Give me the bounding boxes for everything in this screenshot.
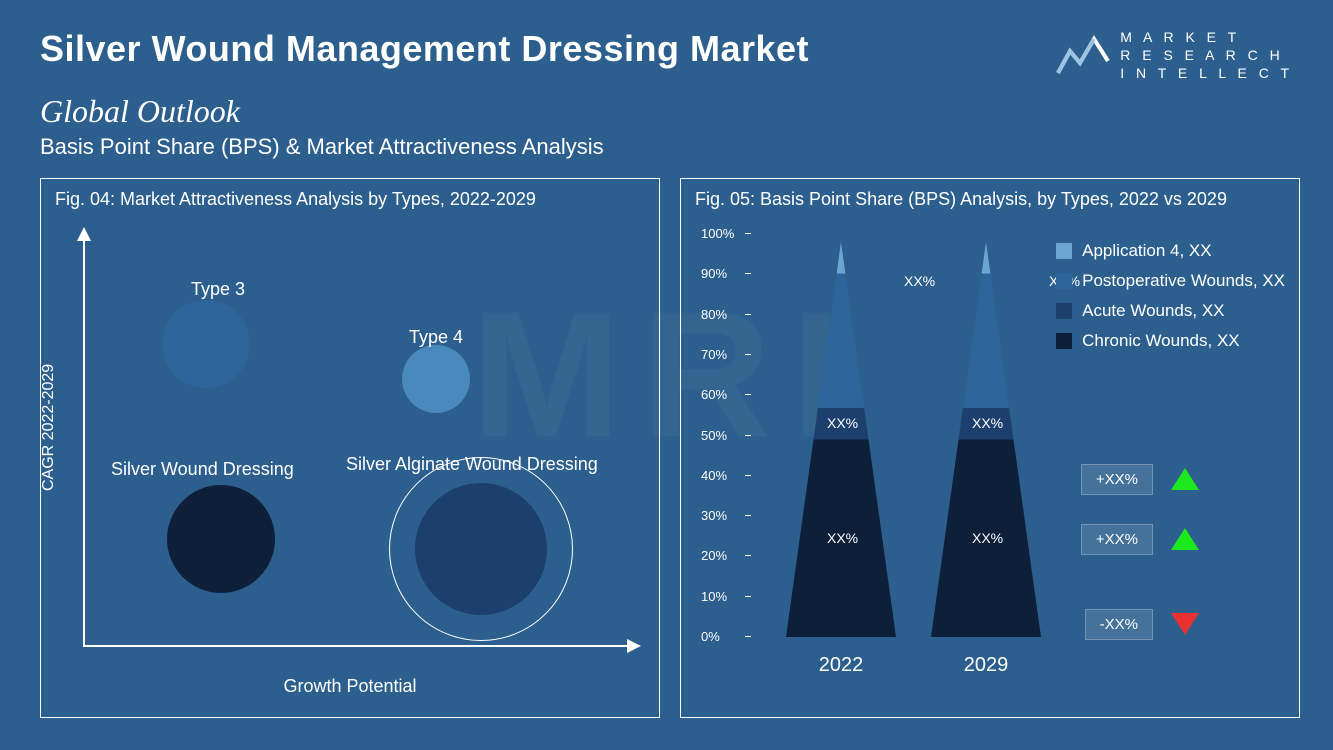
legend-item: Application 4, XX: [1056, 241, 1285, 261]
bubble: [402, 345, 470, 413]
x-category: 2029: [931, 654, 1041, 677]
delta-indicator: +XX%: [1081, 464, 1199, 495]
legend-swatch: [1056, 243, 1072, 259]
cone-area: XX%XX%XX%XX%XX%XX%: [761, 234, 1041, 637]
legend-item: Postoperative Wounds, XX: [1056, 271, 1285, 291]
legend-label: Application 4, XX: [1082, 241, 1211, 261]
legend-item: Chronic Wounds, XX: [1056, 331, 1285, 351]
x-category: 2022: [786, 654, 896, 677]
delta-badge: +XX%: [1081, 464, 1153, 495]
header: Silver Wound Management Dressing Market …: [0, 0, 1333, 93]
fig05-title: Fig. 05: Basis Point Share (BPS) Analysi…: [681, 179, 1299, 220]
legend: Application 4, XX Postoperative Wounds, X…: [1056, 241, 1285, 361]
attractiveness-chart: Fig. 04: Market Attractiveness Analysis …: [40, 178, 660, 718]
subtitle: Global Outlook: [40, 93, 1293, 130]
y-ticks: 0%10%20%30%40%50%60%70%80%90%100%: [701, 234, 751, 637]
bps-chart: Fig. 05: Basis Point Share (BPS) Analysi…: [680, 178, 1300, 718]
x-axis: [83, 645, 629, 647]
logo-line1: M A R K E T: [1120, 28, 1293, 46]
page-title: Silver Wound Management Dressing Market: [40, 28, 809, 70]
legend-swatch: [1056, 303, 1072, 319]
bubble: [167, 485, 275, 593]
triangle-up-icon: [1171, 468, 1199, 490]
logo-line3: I N T E L L E C T: [1120, 64, 1293, 82]
bubble-label: Type 3: [191, 279, 245, 300]
bubble-label: Silver Alginate Wound Dressing: [346, 454, 598, 475]
fig04-title: Fig. 04: Market Attractiveness Analysis …: [41, 179, 659, 220]
legend-label: Chronic Wounds, XX: [1082, 331, 1239, 351]
bubble: [162, 300, 250, 388]
cone-pct-label: XX%: [827, 530, 858, 546]
x-axis-arrow-icon: [627, 639, 641, 653]
cone: [931, 242, 1041, 637]
logo-text: M A R K E T R E S E A R C H I N T E L L …: [1120, 28, 1293, 83]
legend-item: Acute Wounds, XX: [1056, 301, 1285, 321]
triangle-up-icon: [1171, 528, 1199, 550]
bubble: [415, 483, 547, 615]
cone: [786, 242, 896, 637]
triangle-down-icon: [1171, 613, 1199, 635]
subheader: Global Outlook Basis Point Share (BPS) &…: [0, 93, 1333, 168]
delta-badge: +XX%: [1081, 524, 1153, 555]
analysis-title: Basis Point Share (BPS) & Market Attract…: [40, 134, 1293, 160]
bubble-label: Type 4: [409, 327, 463, 348]
legend-swatch: [1056, 273, 1072, 289]
legend-swatch: [1056, 333, 1072, 349]
brand-logo: M A R K E T R E S E A R C H I N T E L L …: [1056, 28, 1293, 83]
cone-pct-label: XX%: [827, 415, 858, 431]
logo-line2: R E S E A R C H: [1120, 46, 1293, 64]
delta-indicator: +XX%: [1081, 524, 1199, 555]
legend-label: Postoperative Wounds, XX: [1082, 271, 1285, 291]
y-axis-label: CAGR 2022-2029: [40, 363, 58, 490]
legend-label: Acute Wounds, XX: [1082, 301, 1224, 321]
x-axis-label: Growth Potential: [283, 676, 416, 697]
logo-icon: [1056, 33, 1110, 77]
y-axis: [83, 239, 85, 647]
y-axis-arrow-icon: [77, 227, 91, 241]
bubble-label: Silver Wound Dressing: [111, 459, 294, 480]
delta-badge: -XX%: [1085, 609, 1153, 640]
delta-indicator: -XX%: [1085, 609, 1199, 640]
cone-pct-label: XX%: [972, 530, 1003, 546]
cone-pct-label: XX%: [972, 415, 1003, 431]
charts-row: Fig. 04: Market Attractiveness Analysis …: [0, 168, 1333, 738]
